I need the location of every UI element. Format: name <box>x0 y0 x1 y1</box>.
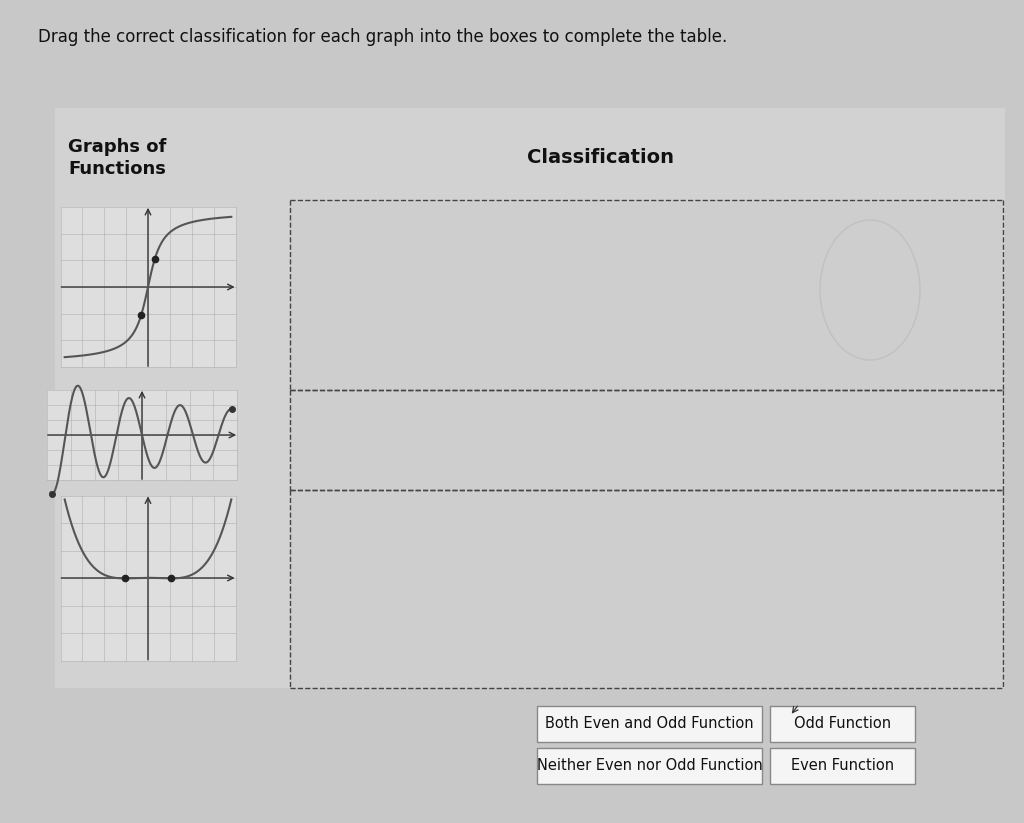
Text: Even Function: Even Function <box>791 759 894 774</box>
Bar <box>60 207 236 367</box>
Bar <box>60 495 236 661</box>
Text: Drag the correct classification for each graph into the boxes to complete the ta: Drag the correct classification for each… <box>38 28 727 46</box>
Bar <box>55 108 1005 688</box>
Bar <box>770 748 915 784</box>
Text: Odd Function: Odd Function <box>794 717 891 732</box>
Bar <box>290 200 1002 390</box>
Bar <box>290 390 1002 490</box>
Bar <box>290 490 1002 688</box>
Text: Classification: Classification <box>526 148 674 167</box>
Text: Graphs of
Functions: Graphs of Functions <box>68 138 166 179</box>
Bar <box>537 706 762 742</box>
Bar <box>537 748 762 784</box>
Bar <box>47 390 237 480</box>
Bar <box>770 706 915 742</box>
Text: Both Even and Odd Function: Both Even and Odd Function <box>545 717 754 732</box>
Text: Neither Even nor Odd Function: Neither Even nor Odd Function <box>537 759 763 774</box>
